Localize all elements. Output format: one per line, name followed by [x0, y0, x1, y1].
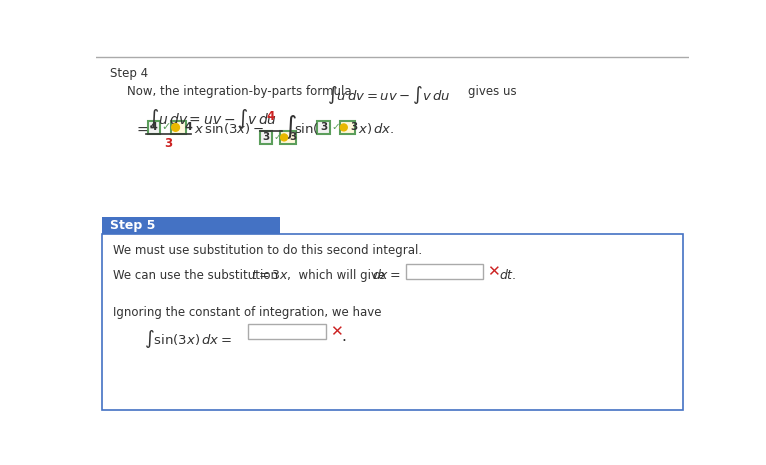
Text: Now, the integration-by-parts formula: Now, the integration-by-parts formula [126, 85, 352, 98]
Text: $x)\,dx.$: $x)\,dx.$ [358, 121, 395, 136]
Bar [248, 324, 326, 339]
Bar [317, 121, 330, 133]
Text: $\sin($: $\sin($ [294, 121, 319, 136]
Text: ✓: ✓ [332, 122, 340, 133]
Bar [280, 131, 296, 144]
Text: $\int u\,dv = uv - \int v\,du$: $\int u\,dv = uv - \int v\,du$ [327, 84, 450, 106]
Bar [340, 121, 355, 133]
Text: 3: 3 [165, 137, 172, 150]
Text: $x\,\sin(3x) -$: $x\,\sin(3x) -$ [194, 121, 264, 136]
Text: 4: 4 [150, 122, 158, 133]
Text: We must use substitution to do this second integral.: We must use substitution to do this seco… [113, 245, 422, 258]
Text: $=$: $=$ [135, 122, 149, 136]
Text: gives us: gives us [468, 85, 516, 98]
Text: which will give: which will give [291, 269, 385, 282]
Text: $\int u\,dv = uv - \int v\,du$: $\int u\,dv = uv - \int v\,du$ [149, 107, 277, 130]
Text: ✕: ✕ [330, 324, 342, 339]
Text: ✓: ✓ [273, 133, 281, 142]
Text: 3: 3 [290, 133, 296, 142]
Text: ✕: ✕ [487, 264, 500, 279]
Text: $dt.$: $dt.$ [499, 268, 516, 282]
Text: 4: 4 [267, 110, 275, 123]
Bar [102, 234, 683, 410]
Bar [260, 131, 273, 144]
Text: $dx =$: $dx =$ [372, 268, 401, 282]
Text: $t = 3x,$: $t = 3x,$ [250, 268, 291, 282]
Text: Step 4: Step 4 [110, 67, 148, 80]
Text: We can use the substitution: We can use the substitution [113, 269, 278, 282]
Bar [102, 218, 280, 234]
Bar [148, 121, 160, 133]
Text: 3: 3 [263, 133, 270, 142]
Text: Ignoring the constant of integration, we have: Ignoring the constant of integration, we… [113, 306, 381, 319]
Text: ✓: ✓ [162, 122, 171, 133]
Text: 3: 3 [320, 122, 327, 133]
Circle shape [172, 124, 179, 131]
Circle shape [340, 124, 347, 131]
Text: Step 5: Step 5 [110, 219, 155, 232]
Circle shape [280, 134, 287, 141]
Text: 3: 3 [350, 122, 357, 133]
Text: .: . [342, 329, 346, 344]
Bar [406, 264, 483, 279]
Text: 4: 4 [185, 122, 193, 133]
Text: $\int \sin(3x)\,dx =$: $\int \sin(3x)\,dx =$ [144, 328, 232, 351]
Bar [171, 121, 186, 133]
Text: $\int$: $\int$ [283, 113, 297, 141]
